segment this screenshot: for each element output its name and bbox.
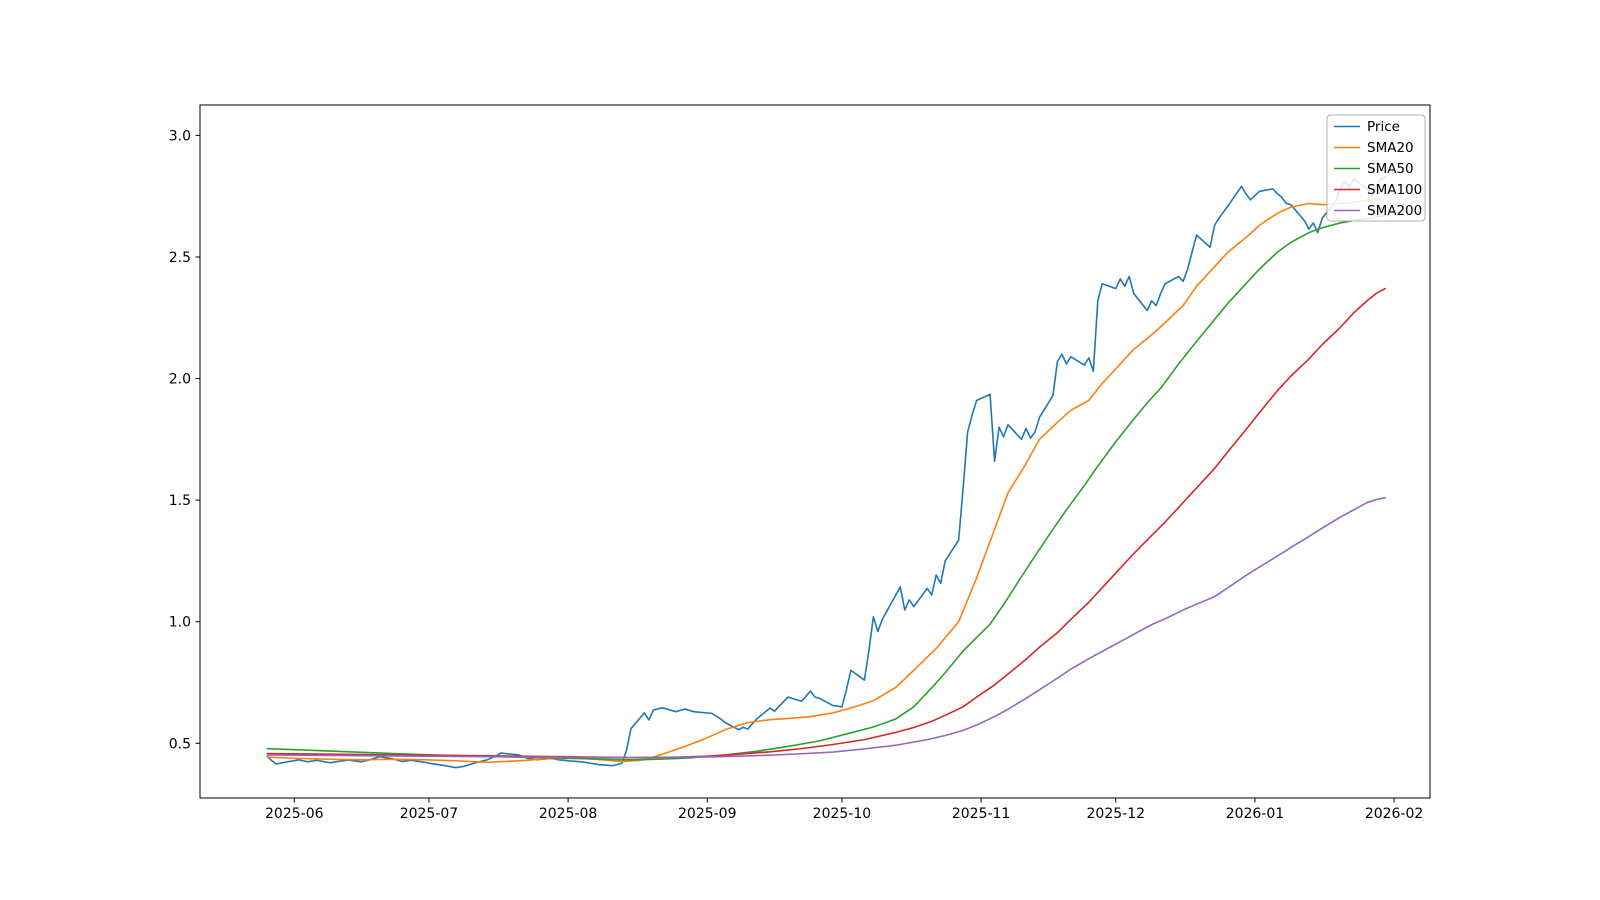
- x-tick-label: 2025-10: [813, 806, 872, 822]
- x-tick-label: 2026-01: [1226, 806, 1285, 822]
- x-tick-label: 2025-06: [265, 806, 324, 822]
- legend-label-sma100: SMA100: [1367, 182, 1422, 198]
- legend-box: [1326, 114, 1426, 222]
- y-axis: 0.5 1.0 1.5 2.0 2.5 3.0: [169, 128, 200, 752]
- x-tick-label: 2026-02: [1365, 806, 1424, 822]
- y-tick-label: 2.0: [169, 372, 191, 388]
- y-tick-label: 1.5: [169, 493, 191, 509]
- x-tick-label: 2025-11: [952, 806, 1011, 822]
- legend: Price SMA20 SMA50 SMA100 SMA200: [1326, 114, 1426, 222]
- x-tick-label: 2025-08: [539, 806, 598, 822]
- legend-label-sma20: SMA20: [1367, 140, 1414, 156]
- y-tick-label: 1.0: [169, 615, 191, 631]
- x-tick-label: 2025-07: [400, 806, 459, 822]
- legend-label-sma50: SMA50: [1367, 161, 1414, 177]
- series-group: [266, 175, 1386, 769]
- plot-border: [199, 104, 1431, 799]
- y-tick-label: 2.5: [169, 250, 191, 266]
- series-line-price: [266, 175, 1386, 769]
- x-tick-label: 2025-09: [678, 806, 737, 822]
- legend-label-price: Price: [1367, 119, 1400, 135]
- x-tick-label: 2025-12: [1087, 806, 1146, 822]
- series-line-sma200: [266, 496, 1386, 759]
- legend-label-sma200: SMA200: [1367, 203, 1422, 219]
- y-tick-label: 3.0: [169, 128, 191, 144]
- plot-area: [200, 105, 1430, 798]
- x-axis: 2025-06 2025-07 2025-08 2025-09 2025-10 2025-…: [265, 798, 1423, 822]
- y-tick-label: 0.5: [169, 736, 191, 752]
